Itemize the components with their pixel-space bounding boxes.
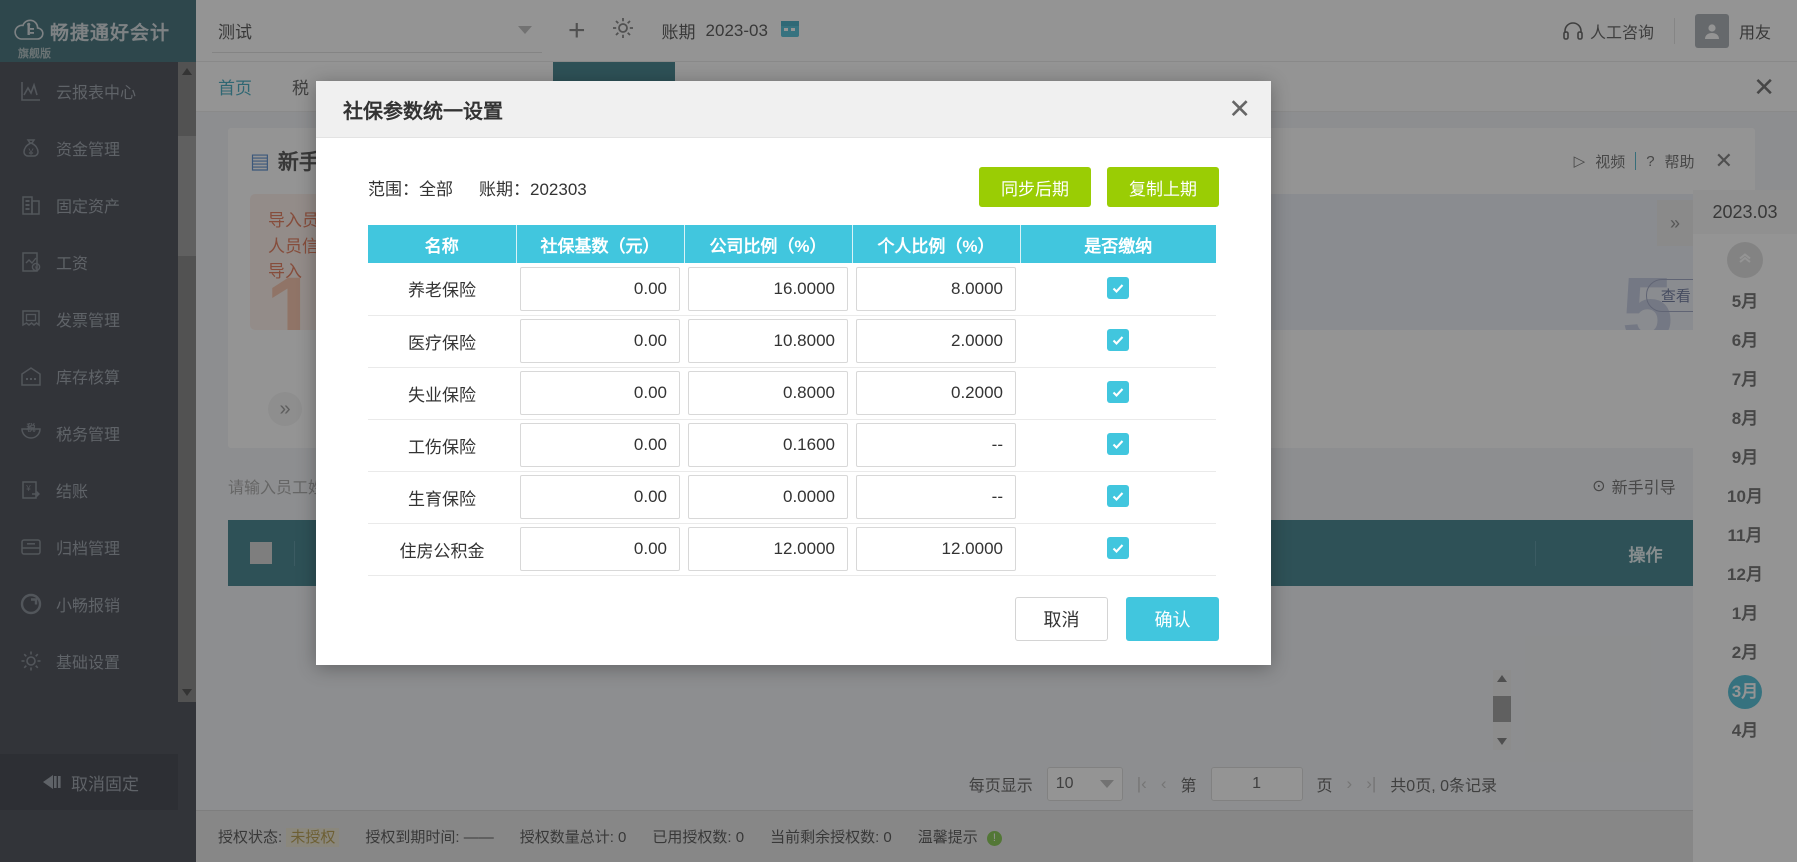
personal-rate-input[interactable] [856,423,1016,467]
check-icon [1112,544,1124,554]
is-paid-checkbox[interactable] [1107,537,1129,559]
dialog-header: 社保参数统一设置 ✕ [316,81,1271,138]
period-info: 账期：202303 [479,175,587,200]
dialog-action-buttons: 同步后期 复制上期 [979,167,1219,207]
table-row: 工伤保险 [368,419,1216,472]
sync-next-period-button[interactable]: 同步后期 [979,167,1091,207]
table-row: 医疗保险 [368,315,1216,368]
base-input[interactable] [520,475,680,519]
col-name: 名称 [368,225,517,263]
social-insurance-settings-dialog: 社保参数统一设置 ✕ 范围：全部 账期：202303 同步后期 复制上期 [316,81,1271,665]
check-icon [1112,388,1124,398]
company-rate-input[interactable] [688,423,848,467]
company-rate-input[interactable] [688,475,848,519]
table-header-row: 名称 社保基数（元） 公司比例（%） 个人比例（%） 是否缴纳 [368,225,1216,263]
scope-label: 范围： [368,179,419,199]
row-name: 工伤保险 [368,419,516,472]
dialog-footer: 取消 确认 [316,573,1271,665]
personal-rate-input[interactable] [856,266,1016,311]
base-input[interactable] [520,423,680,467]
dialog-title: 社保参数统一设置 [343,100,503,123]
is-paid-checkbox[interactable] [1107,276,1129,299]
company-rate-input[interactable] [688,266,848,311]
copy-prev-period-button[interactable]: 复制上期 [1107,167,1219,207]
company-rate-input[interactable] [688,527,848,571]
dialog-meta-row: 范围：全部 账期：202303 同步后期 复制上期 [368,165,1219,209]
row-name: 失业保险 [368,367,516,420]
table-row: 养老保险 [368,263,1216,316]
social-insurance-table: 名称 社保基数（元） 公司比例（%） 个人比例（%） 是否缴纳 养老保险 [368,225,1216,576]
cancel-button[interactable]: 取消 [1015,597,1108,641]
row-name: 住房公积金 [368,523,516,576]
personal-rate-input[interactable] [856,319,1016,363]
company-rate-input[interactable] [688,319,848,363]
is-paid-checkbox[interactable] [1107,329,1129,351]
is-paid-checkbox[interactable] [1107,433,1129,455]
col-is-paid: 是否缴纳 [1020,225,1216,263]
base-input[interactable] [520,527,680,571]
confirm-button[interactable]: 确认 [1126,597,1219,641]
check-icon [1112,284,1124,293]
company-rate-input[interactable] [688,371,848,415]
base-input[interactable] [520,371,680,415]
personal-rate-input[interactable] [856,371,1016,415]
dialog-body: 范围：全部 账期：202303 同步后期 复制上期 名称 社保基数（元） 公司比… [316,138,1271,576]
check-icon [1112,336,1124,346]
check-icon [1112,440,1124,450]
col-personal-rate: 个人比例（%） [852,225,1021,263]
is-paid-checkbox[interactable] [1107,381,1129,403]
scope-value: 全部 [419,179,453,199]
row-name: 医疗保险 [368,315,516,368]
col-company-rate: 公司比例（%） [684,225,853,263]
base-input[interactable] [520,266,680,311]
col-base: 社保基数（元） [516,225,685,263]
table-row: 住房公积金 [368,523,1216,576]
is-paid-checkbox[interactable] [1107,485,1129,507]
personal-rate-input[interactable] [856,527,1016,571]
close-icon[interactable]: ✕ [1228,93,1251,124]
table-row: 生育保险 [368,471,1216,524]
row-name: 养老保险 [368,263,516,316]
table-row: 失业保险 [368,367,1216,420]
period-label: 账期： [479,179,530,199]
scope-info: 范围：全部 [368,175,453,200]
base-input[interactable] [520,319,680,363]
period-value: 202303 [530,179,587,199]
personal-rate-input[interactable] [856,475,1016,519]
check-icon [1112,492,1124,502]
row-name: 生育保险 [368,471,516,524]
